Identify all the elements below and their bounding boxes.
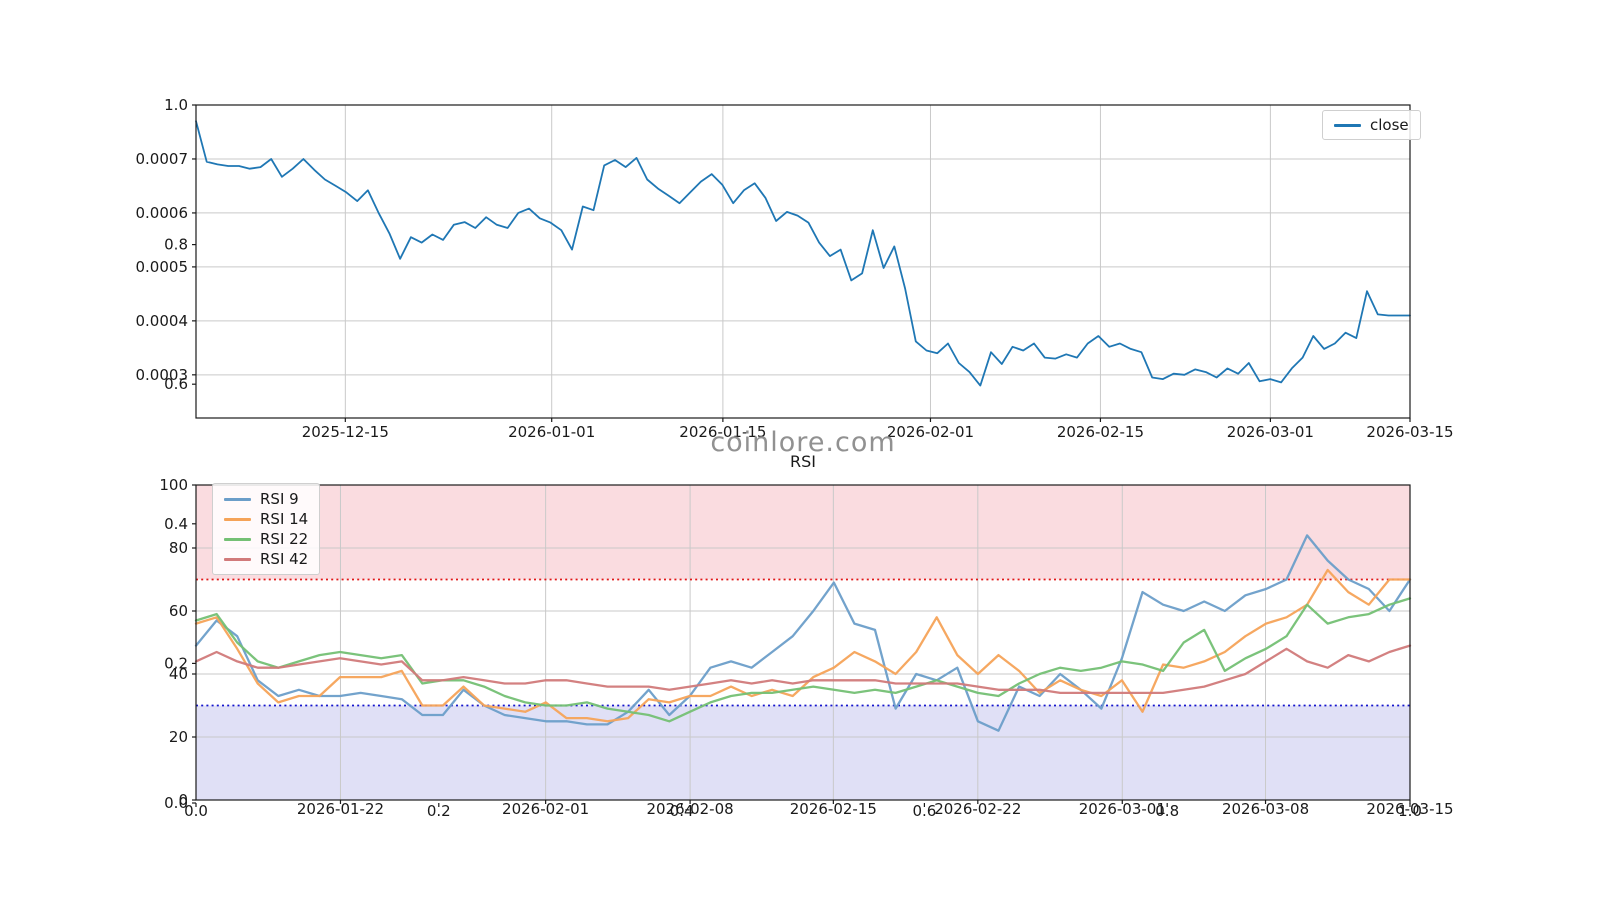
svg-text:0.6: 0.6 xyxy=(164,375,188,393)
svg-text:0.0: 0.0 xyxy=(184,802,208,820)
svg-text:2025-12-15: 2025-12-15 xyxy=(302,423,389,441)
legend-item-rsi9: RSI 9 xyxy=(224,489,308,509)
svg-text:0.4: 0.4 xyxy=(164,515,188,533)
svg-text:2026-01-15: 2026-01-15 xyxy=(679,423,766,441)
svg-text:1.0: 1.0 xyxy=(1398,802,1422,820)
close-line-swatch xyxy=(1334,123,1361,127)
svg-text:0.2: 0.2 xyxy=(164,654,188,672)
legend-label-rsi14: RSI 14 xyxy=(260,510,309,528)
svg-text:2026-03-15: 2026-03-15 xyxy=(1366,423,1453,441)
svg-text:0.0004: 0.0004 xyxy=(136,312,189,330)
svg-text:2026-02-01: 2026-02-01 xyxy=(887,423,974,441)
svg-text:0.8: 0.8 xyxy=(1155,802,1179,820)
svg-text:100: 100 xyxy=(159,476,188,494)
rsi-chart-legend: RSI 9 RSI 14 RSI 22 RSI 42 xyxy=(212,483,321,575)
svg-text:2026-02-22: 2026-02-22 xyxy=(934,800,1021,818)
svg-text:2026-02-15: 2026-02-15 xyxy=(1057,423,1144,441)
svg-text:2026-03-15: 2026-03-15 xyxy=(1366,800,1453,818)
legend-item-rsi42: RSI 42 xyxy=(224,549,308,569)
rsi14-line-swatch xyxy=(224,517,251,521)
svg-text:0.0005: 0.0005 xyxy=(136,258,189,276)
svg-text:0: 0 xyxy=(178,791,188,809)
svg-text:0.8: 0.8 xyxy=(164,236,188,254)
svg-text:20: 20 xyxy=(169,728,188,746)
svg-text:0.0003: 0.0003 xyxy=(136,366,189,384)
svg-text:2026-03-01: 2026-03-01 xyxy=(1079,800,1166,818)
svg-text:0.0007: 0.0007 xyxy=(136,150,189,168)
svg-text:2026-01-01: 2026-01-01 xyxy=(508,423,595,441)
svg-text:2026-02-01: 2026-02-01 xyxy=(502,800,589,818)
svg-text:2026-02-15: 2026-02-15 xyxy=(790,800,877,818)
rsi9-line-swatch xyxy=(224,497,251,501)
svg-text:0.6: 0.6 xyxy=(912,802,936,820)
watermark: coinlore.com xyxy=(710,427,896,458)
svg-text:0.4: 0.4 xyxy=(670,802,694,820)
svg-text:2026-03-08: 2026-03-08 xyxy=(1222,800,1309,818)
legend-label-rsi42: RSI 42 xyxy=(260,550,309,568)
legend-label-rsi22: RSI 22 xyxy=(260,530,309,548)
svg-text:80: 80 xyxy=(169,539,188,557)
legend-item-close: close xyxy=(1334,115,1409,135)
legend-label-rsi9: RSI 9 xyxy=(260,490,299,508)
svg-text:2026-01-22: 2026-01-22 xyxy=(297,800,384,818)
price-chart-legend: close xyxy=(1322,110,1421,140)
svg-text:1.0: 1.0 xyxy=(164,96,188,114)
rsi-chart-title: RSI xyxy=(790,452,816,471)
rsi42-line-swatch xyxy=(224,557,251,561)
svg-text:2026-02-08: 2026-02-08 xyxy=(647,800,734,818)
svg-text:0.2: 0.2 xyxy=(427,802,451,820)
legend-item-rsi22: RSI 22 xyxy=(224,529,308,549)
rsi22-line-swatch xyxy=(224,537,251,541)
svg-text:40: 40 xyxy=(169,665,188,683)
legend-label-close: close xyxy=(1370,116,1409,134)
svg-text:0.0: 0.0 xyxy=(164,794,188,812)
legend-item-rsi14: RSI 14 xyxy=(224,509,308,529)
svg-text:2026-03-01: 2026-03-01 xyxy=(1227,423,1314,441)
svg-text:60: 60 xyxy=(169,602,188,620)
svg-text:0.0006: 0.0006 xyxy=(136,204,189,222)
